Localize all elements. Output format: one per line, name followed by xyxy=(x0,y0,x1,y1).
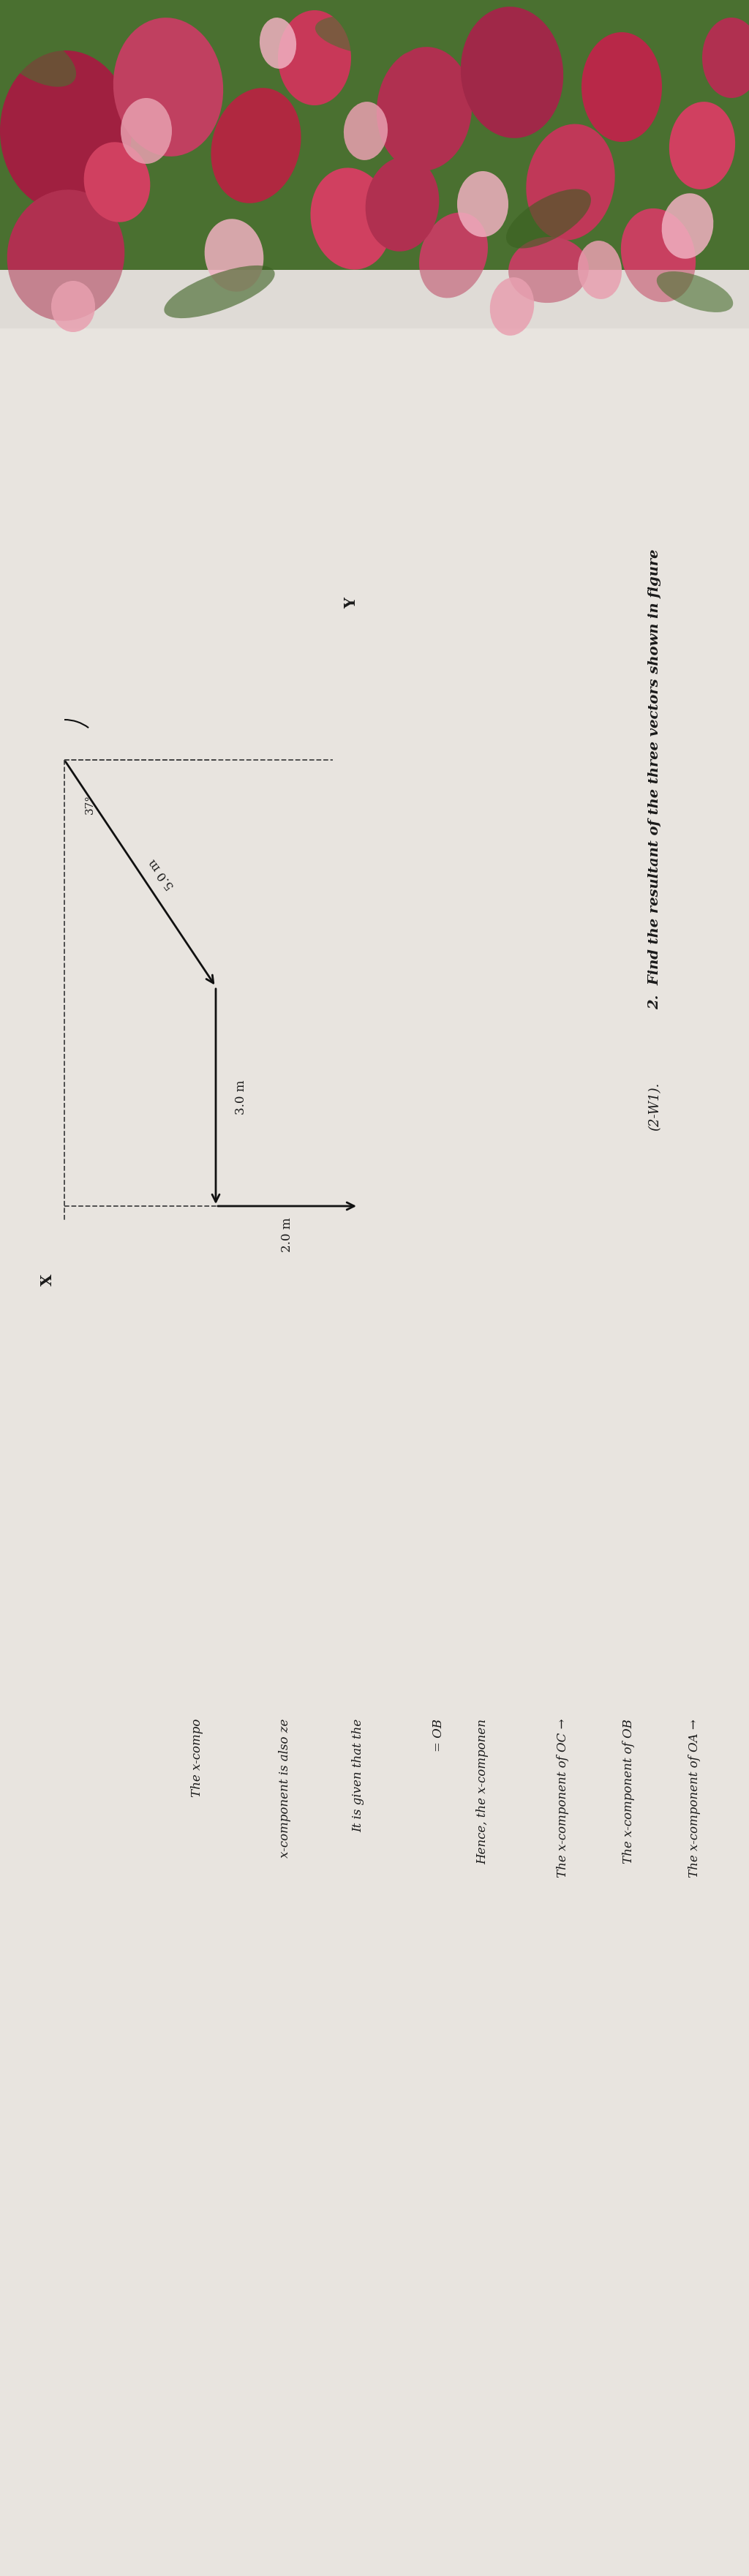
Bar xyxy=(0,0,749,314)
Text: 5.0 m: 5.0 m xyxy=(147,855,178,891)
Ellipse shape xyxy=(211,88,301,204)
Text: 37°: 37° xyxy=(85,793,95,814)
Ellipse shape xyxy=(457,173,509,237)
Text: = OB: = OB xyxy=(433,1718,445,1767)
Ellipse shape xyxy=(311,167,392,270)
Text: X: X xyxy=(40,1273,55,1285)
Ellipse shape xyxy=(7,191,124,322)
Text: 2.0 m: 2.0 m xyxy=(281,1216,294,1252)
Ellipse shape xyxy=(204,219,264,291)
Ellipse shape xyxy=(461,8,563,139)
Text: Hence, the x-componen: Hence, the x-componen xyxy=(476,1718,489,1865)
Ellipse shape xyxy=(0,28,76,88)
Text: It is given that the: It is given that the xyxy=(352,1718,365,1832)
Text: The x-component of OC →: The x-component of OC → xyxy=(557,1718,569,1878)
Ellipse shape xyxy=(419,214,488,299)
Text: The x-compo: The x-compo xyxy=(191,1718,204,1798)
Ellipse shape xyxy=(621,209,696,304)
Text: Y: Y xyxy=(344,598,359,608)
Ellipse shape xyxy=(377,46,472,173)
Ellipse shape xyxy=(315,15,416,57)
Ellipse shape xyxy=(0,52,132,211)
Ellipse shape xyxy=(113,18,223,157)
Ellipse shape xyxy=(661,193,713,260)
Ellipse shape xyxy=(581,33,662,142)
Text: 2.  Find the resultant of the three vectors shown in figure: 2. Find the resultant of the three vecto… xyxy=(648,549,661,1010)
Ellipse shape xyxy=(278,10,351,106)
Ellipse shape xyxy=(121,98,172,165)
Ellipse shape xyxy=(509,237,589,304)
Text: x-component is also ze: x-component is also ze xyxy=(279,1718,291,1857)
Ellipse shape xyxy=(657,273,733,312)
Text: (2-W1).: (2-W1). xyxy=(648,1082,661,1131)
Ellipse shape xyxy=(526,124,615,242)
Ellipse shape xyxy=(51,281,95,332)
Ellipse shape xyxy=(506,191,591,250)
Text: 3.0 m: 3.0 m xyxy=(235,1079,248,1115)
Text: The x-component of OA →: The x-component of OA → xyxy=(688,1718,701,1878)
Text: The x-component of OB: The x-component of OB xyxy=(623,1718,635,1862)
Ellipse shape xyxy=(366,157,439,252)
Ellipse shape xyxy=(490,278,534,337)
Ellipse shape xyxy=(669,103,736,191)
Bar xyxy=(0,270,749,2576)
Bar xyxy=(0,270,749,330)
Ellipse shape xyxy=(703,18,749,98)
Ellipse shape xyxy=(344,103,388,160)
Ellipse shape xyxy=(164,265,275,319)
Ellipse shape xyxy=(260,18,297,70)
Ellipse shape xyxy=(577,242,622,299)
Ellipse shape xyxy=(84,142,151,222)
